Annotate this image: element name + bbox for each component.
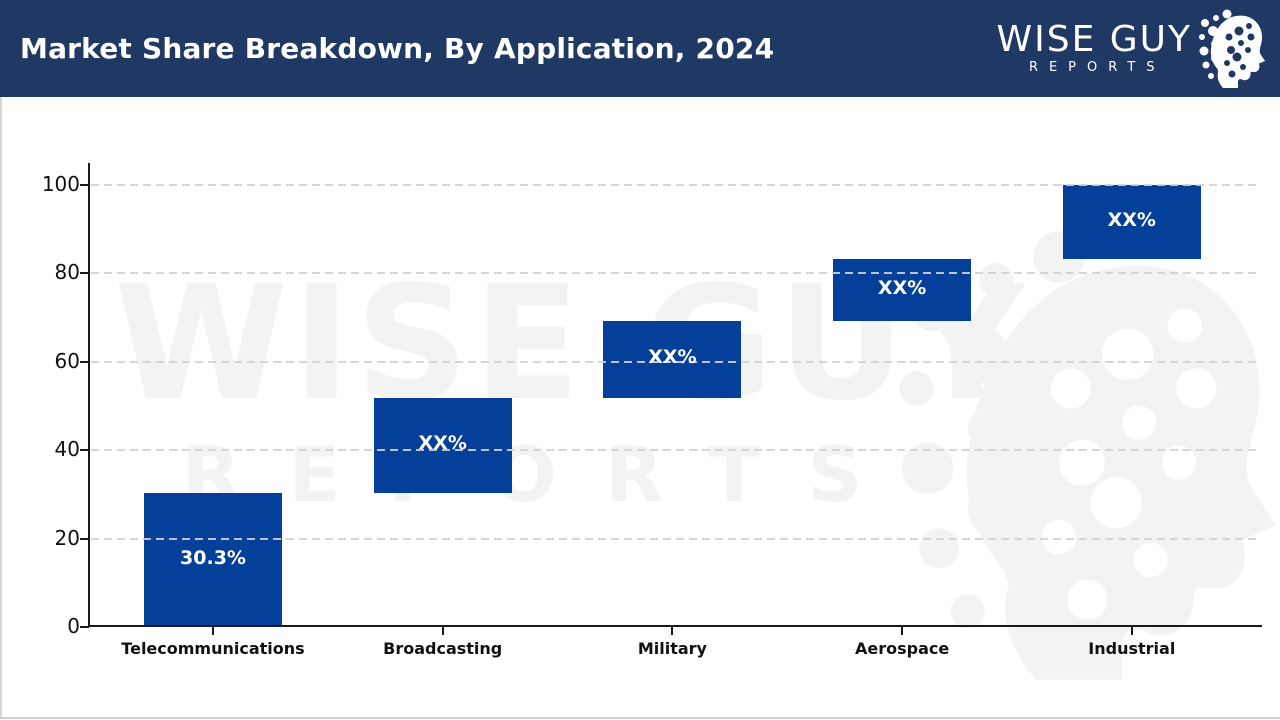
x-tick-mark (671, 627, 674, 635)
gridline (91, 184, 1260, 186)
y-tick-mark (80, 360, 89, 363)
x-tick-mark (901, 627, 904, 635)
bar-value-label: XX% (648, 346, 697, 369)
x-category-label: Military (637, 639, 707, 658)
y-tick-label: 40 (54, 437, 80, 462)
bar-broadcasting (373, 397, 512, 494)
bar-value-label: XX% (877, 276, 927, 299)
bar-telecommunications (144, 493, 282, 627)
y-tick-mark (80, 537, 89, 540)
bar-aerospace (833, 258, 972, 321)
y-tick-label: 60 (54, 348, 80, 373)
y-tick-mark (80, 449, 89, 452)
y-tick-label: 20 (54, 525, 80, 550)
x-category-label: Broadcasting (383, 639, 503, 658)
x-tick-mark (212, 627, 214, 635)
watermark-subtext: REPORTS (182, 430, 911, 519)
y-tick-mark (80, 184, 89, 186)
y-tick-label: 100 (41, 172, 80, 196)
gridline (91, 537, 1260, 540)
x-category-label: Telecommunications (121, 639, 305, 658)
x-category-label: Aerospace (854, 639, 950, 658)
brand-text: WISE GUY REPORTS (996, 19, 1193, 76)
y-axis-spine (88, 163, 90, 627)
bottom-divider (0, 717, 1280, 719)
gridline (91, 272, 1260, 275)
watermark-face-icon (899, 231, 1277, 680)
y-tick-mark (80, 626, 89, 628)
chart-title: Market Share Breakdown, By Application, … (20, 32, 775, 65)
bar-industrial (1062, 185, 1201, 259)
gridline (91, 449, 1260, 452)
y-tick-mark (80, 272, 89, 275)
x-category-label: Industrial (1088, 639, 1176, 658)
brand-subtitle: REPORTS (1028, 60, 1166, 75)
header-bar: Market Share Breakdown, By Application, … (0, 0, 1280, 97)
y-tick-label: 80 (54, 260, 80, 285)
x-tick-mark (441, 627, 444, 635)
x-axis-spine (88, 625, 1262, 627)
brand-logo: WISE GUY REPORTS (997, 9, 1280, 89)
brand-face-icon (1199, 9, 1265, 88)
gridline (91, 360, 1260, 363)
x-tick-mark (1130, 627, 1133, 635)
y-tick-label: 0 (67, 614, 80, 638)
bar-value-label: XX% (418, 432, 467, 455)
chart-area: WISE GUY REPORTS (0, 97, 1280, 717)
bar-military (603, 320, 742, 398)
bar-value-label: 30.3% (180, 547, 246, 570)
bar-value-label: XX% (1107, 208, 1156, 231)
brand-name: WISE GUY (996, 19, 1192, 60)
